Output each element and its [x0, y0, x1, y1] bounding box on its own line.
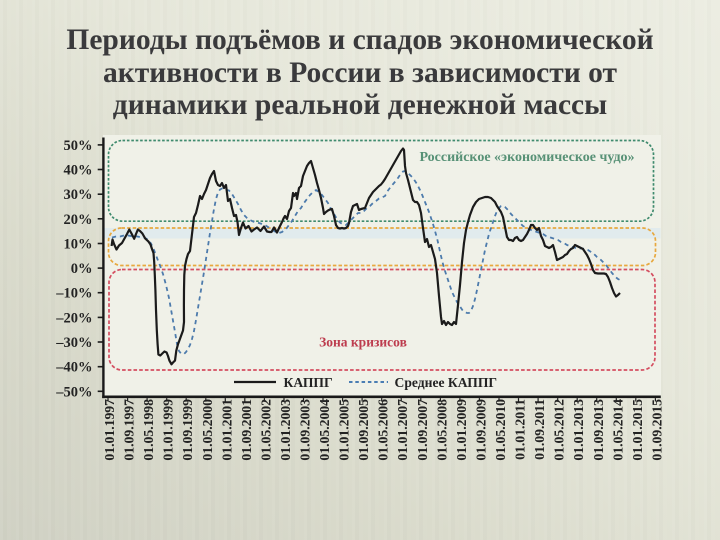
svg-text:Среднее КАППГ: Среднее КАППГ	[395, 375, 498, 390]
svg-text:20%: 20%	[64, 212, 93, 228]
svg-text:01.09.2005: 01.09.2005	[356, 399, 371, 461]
svg-text:–20%: –20%	[55, 310, 92, 326]
svg-text:КАППГ: КАППГ	[284, 375, 333, 390]
svg-text:01.09.2007: 01.09.2007	[415, 399, 430, 461]
svg-text:01.09.2001: 01.09.2001	[239, 399, 254, 461]
svg-text:–30%: –30%	[55, 335, 92, 351]
svg-text:01.01.2007: 01.01.2007	[395, 399, 410, 461]
svg-text:01.05.2004: 01.05.2004	[317, 399, 332, 461]
svg-text:01.01.2003: 01.01.2003	[278, 399, 293, 461]
svg-text:01.09.2015: 01.09.2015	[649, 399, 664, 461]
svg-text:01.05.2008: 01.05.2008	[434, 399, 449, 461]
svg-text:01.05.1998: 01.05.1998	[141, 399, 156, 461]
svg-text:01.09.2003: 01.09.2003	[298, 399, 313, 461]
svg-text:30%: 30%	[64, 187, 93, 203]
svg-text:01.01.2015: 01.01.2015	[630, 399, 645, 461]
svg-text:01.05.2006: 01.05.2006	[376, 399, 391, 461]
svg-text:Зона кризисов: Зона кризисов	[319, 335, 407, 350]
svg-text:Российское «экономическое чудо: Российское «экономическое чудо»	[419, 150, 634, 165]
svg-text:40%: 40%	[64, 163, 93, 179]
svg-text:50%: 50%	[64, 138, 93, 154]
svg-text:10%: 10%	[64, 237, 93, 253]
svg-text:01.09.1999: 01.09.1999	[180, 399, 195, 461]
svg-text:0%: 0%	[71, 261, 93, 277]
svg-text:01.09.1997: 01.09.1997	[122, 399, 137, 461]
svg-text:–50%: –50%	[55, 384, 92, 400]
svg-text:01.01.1999: 01.01.1999	[161, 399, 176, 461]
svg-text:01.05.2014: 01.05.2014	[610, 399, 625, 461]
svg-text:01.09.2011: 01.09.2011	[532, 399, 547, 460]
svg-text:–10%: –10%	[55, 286, 92, 302]
svg-text:01.09.2013: 01.09.2013	[591, 399, 606, 461]
svg-text:01.01.2001: 01.01.2001	[219, 399, 234, 461]
svg-text:01.05.2000: 01.05.2000	[200, 399, 215, 461]
svg-text:–40%: –40%	[55, 360, 92, 376]
svg-text:01.01.2011: 01.01.2011	[513, 399, 528, 460]
svg-text:01.05.2012: 01.05.2012	[552, 399, 567, 461]
svg-text:01.05.2010: 01.05.2010	[493, 399, 508, 461]
svg-text:01.01.1997: 01.01.1997	[102, 399, 117, 461]
svg-text:01.05.2002: 01.05.2002	[258, 399, 273, 461]
svg-text:01.09.2009: 01.09.2009	[473, 399, 488, 461]
svg-text:01.01.2013: 01.01.2013	[571, 399, 586, 461]
svg-text:01.01.2009: 01.01.2009	[454, 399, 469, 461]
svg-text:01.01.2005: 01.01.2005	[337, 399, 352, 461]
